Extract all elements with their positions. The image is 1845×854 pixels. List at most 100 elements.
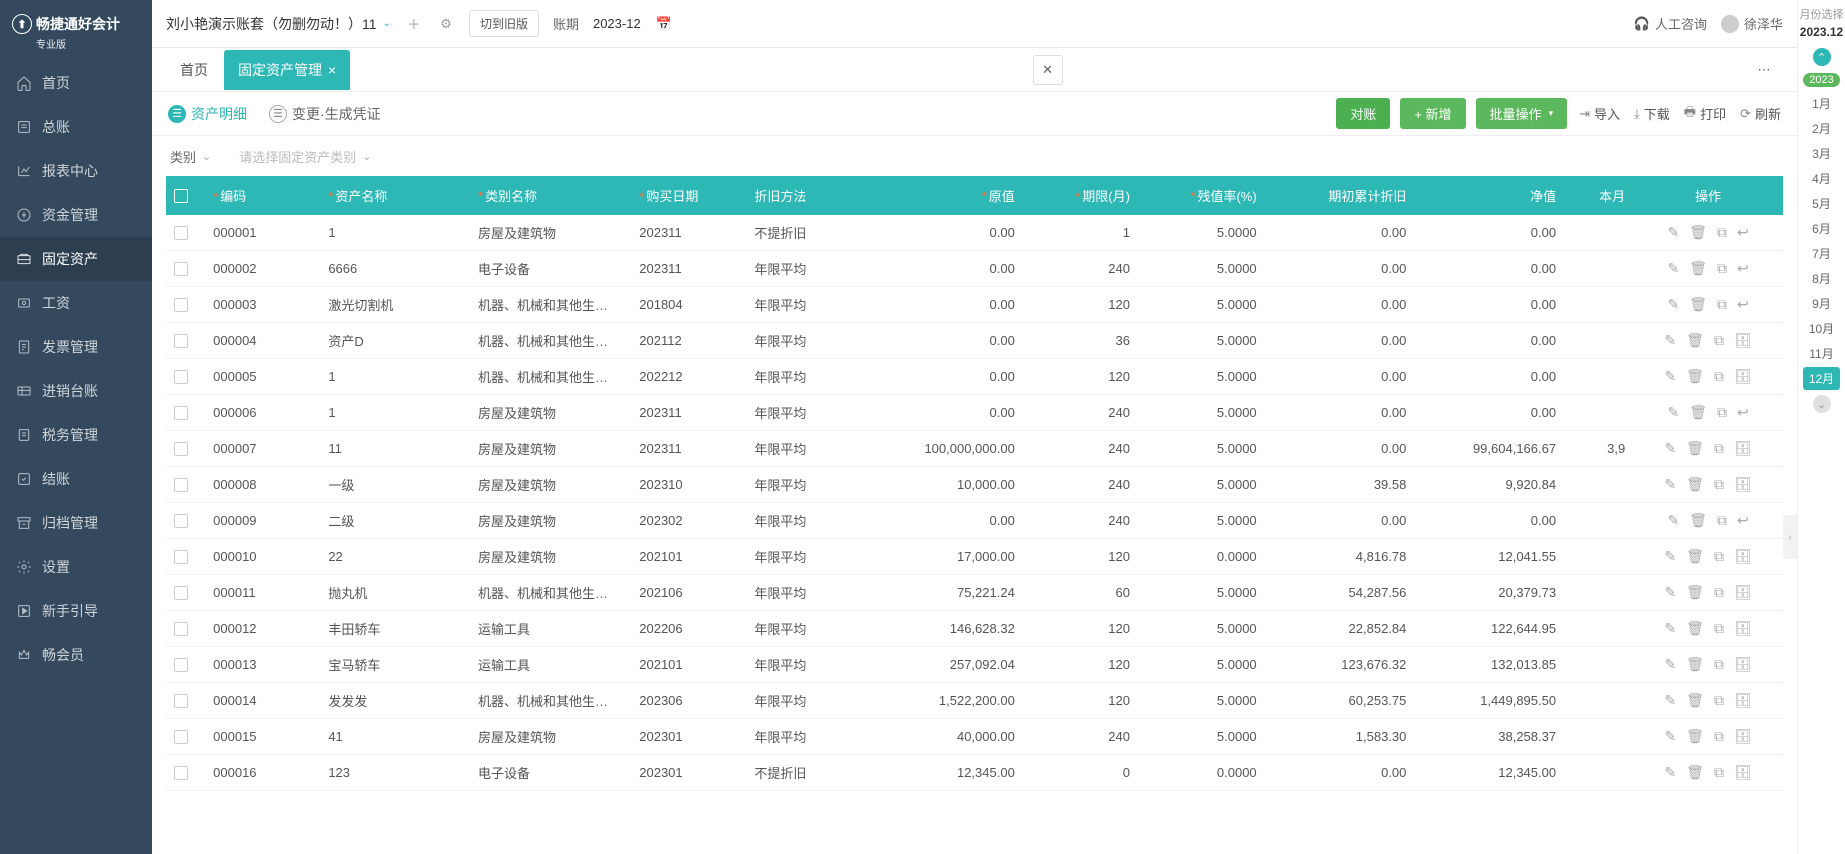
copy-icon[interactable]: ⧉ bbox=[1714, 620, 1724, 637]
delete-icon[interactable]: 🗑 bbox=[1689, 224, 1707, 241]
edit-icon[interactable]: ✎ bbox=[1664, 584, 1676, 601]
undo-icon[interactable]: ↩ bbox=[1737, 404, 1749, 421]
month-option[interactable]: 9月 bbox=[1798, 292, 1845, 315]
edit-icon[interactable]: ✎ bbox=[1664, 476, 1676, 493]
archive-icon[interactable]: 🗄 bbox=[1734, 764, 1752, 781]
edit-icon[interactable]: ✎ bbox=[1664, 548, 1676, 565]
edit-icon[interactable]: ✎ bbox=[1664, 692, 1676, 709]
sidebar-item-tax[interactable]: 税务管理 bbox=[0, 413, 152, 457]
delete-icon[interactable]: 🗑 bbox=[1686, 368, 1704, 385]
edit-icon[interactable]: ✎ bbox=[1667, 512, 1679, 529]
row-checkbox[interactable] bbox=[174, 226, 188, 240]
sidebar-item-report[interactable]: 报表中心 bbox=[0, 149, 152, 193]
collapse-month-panel-handle[interactable]: › bbox=[1783, 515, 1797, 559]
archive-icon[interactable]: 🗄 bbox=[1734, 620, 1752, 637]
batch-button[interactable]: 批量操作 bbox=[1476, 98, 1568, 129]
row-checkbox[interactable] bbox=[174, 766, 188, 780]
reconcile-button[interactable]: 对账 bbox=[1336, 98, 1390, 129]
refresh-button[interactable]: ⟳刷新 bbox=[1738, 100, 1783, 127]
delete-icon[interactable]: 🗑 bbox=[1686, 584, 1704, 601]
year-badge[interactable]: 2023 bbox=[1803, 73, 1839, 87]
row-checkbox[interactable] bbox=[174, 694, 188, 708]
month-option[interactable]: 10月 bbox=[1798, 317, 1845, 340]
edit-icon[interactable]: ✎ bbox=[1664, 332, 1676, 349]
undo-icon[interactable]: ↩ bbox=[1737, 512, 1749, 529]
copy-icon[interactable]: ⧉ bbox=[1714, 584, 1724, 601]
delete-icon[interactable]: 🗑 bbox=[1686, 620, 1704, 637]
copy-icon[interactable]: ⧉ bbox=[1714, 656, 1724, 673]
row-checkbox[interactable] bbox=[174, 514, 188, 528]
help-link[interactable]: 🎧人工咨询 bbox=[1634, 14, 1707, 33]
delete-icon[interactable]: 🗑 bbox=[1686, 728, 1704, 745]
month-option[interactable]: 1月 bbox=[1798, 92, 1845, 115]
edit-icon[interactable]: ✎ bbox=[1667, 260, 1679, 277]
archive-icon[interactable]: 🗄 bbox=[1734, 656, 1752, 673]
add-button[interactable]: + 新增 bbox=[1400, 98, 1465, 129]
table-row[interactable]: 000009二级房屋及建筑物202302年限平均0.002405.00000.0… bbox=[166, 503, 1783, 539]
edit-icon[interactable]: ✎ bbox=[1664, 656, 1676, 673]
month-option[interactable]: 6月 bbox=[1798, 217, 1845, 240]
switch-old-button[interactable]: 切到旧版 bbox=[469, 10, 539, 37]
tab-overflow-button[interactable]: ⋯ bbox=[1749, 55, 1779, 85]
delete-icon[interactable]: 🗑 bbox=[1689, 512, 1707, 529]
delete-icon[interactable]: 🗑 bbox=[1689, 260, 1707, 277]
copy-icon[interactable]: ⧉ bbox=[1714, 548, 1724, 565]
edit-icon[interactable]: ✎ bbox=[1664, 440, 1676, 457]
sidebar-item-fund[interactable]: 资金管理 bbox=[0, 193, 152, 237]
archive-icon[interactable]: 🗄 bbox=[1734, 440, 1752, 457]
print-button[interactable]: 🖶打印 bbox=[1682, 99, 1728, 129]
copy-icon[interactable]: ⧉ bbox=[1717, 224, 1727, 241]
sidebar-item-archive[interactable]: 归档管理 bbox=[0, 501, 152, 545]
edit-icon[interactable]: ✎ bbox=[1664, 368, 1676, 385]
sidebar-item-vip[interactable]: 畅会员 bbox=[0, 633, 152, 677]
row-checkbox[interactable] bbox=[174, 478, 188, 492]
table-row[interactable]: 0000051机器、机械和其他生…202212年限平均0.001205.0000… bbox=[166, 359, 1783, 395]
row-checkbox[interactable] bbox=[174, 586, 188, 600]
user-menu[interactable]: 徐泽华 bbox=[1721, 14, 1783, 33]
sidebar-item-close[interactable]: 结账 bbox=[0, 457, 152, 501]
undo-icon[interactable]: ↩ bbox=[1737, 260, 1749, 277]
archive-icon[interactable]: 🗄 bbox=[1734, 584, 1752, 601]
month-option[interactable]: 12月 bbox=[1803, 367, 1840, 390]
delete-icon[interactable]: 🗑 bbox=[1686, 548, 1704, 565]
subtab[interactable]: ☰资产明细 bbox=[166, 100, 249, 128]
table-row[interactable]: 000003激光切割机机器、机械和其他生…201804年限平均0.001205.… bbox=[166, 287, 1783, 323]
copy-icon[interactable]: ⧉ bbox=[1717, 404, 1727, 421]
archive-icon[interactable]: 🗄 bbox=[1734, 692, 1752, 709]
table-row[interactable]: 0000026666电子设备202311年限平均0.002405.00000.0… bbox=[166, 251, 1783, 287]
copy-icon[interactable]: ⧉ bbox=[1717, 512, 1727, 529]
table-row[interactable]: 000008一级房屋及建筑物202310年限平均10,000.002405.00… bbox=[166, 467, 1783, 503]
table-row[interactable]: 0000061房屋及建筑物202311年限平均0.002405.00000.00… bbox=[166, 395, 1783, 431]
copy-icon[interactable]: ⧉ bbox=[1714, 764, 1724, 781]
edit-icon[interactable]: ✎ bbox=[1664, 764, 1676, 781]
copy-icon[interactable]: ⧉ bbox=[1714, 728, 1724, 745]
sidebar-item-inout[interactable]: 进销台账 bbox=[0, 369, 152, 413]
archive-icon[interactable]: 🗄 bbox=[1734, 368, 1752, 385]
table-row[interactable]: 000014发发发机器、机械和其他生…202306年限平均1,522,200.0… bbox=[166, 683, 1783, 719]
undo-icon[interactable]: ↩ bbox=[1737, 296, 1749, 313]
edit-icon[interactable]: ✎ bbox=[1664, 620, 1676, 637]
row-checkbox[interactable] bbox=[174, 658, 188, 672]
filter-category-select[interactable]: 请选择固定资产类别 bbox=[225, 145, 405, 168]
copy-icon[interactable]: ⧉ bbox=[1717, 260, 1727, 277]
table-row[interactable]: 00001022房屋及建筑物202101年限平均17,000.001200.00… bbox=[166, 539, 1783, 575]
tab-close-icon[interactable]: × bbox=[328, 62, 336, 78]
month-option[interactable]: 8月 bbox=[1798, 267, 1845, 290]
table-row[interactable]: 00000711房屋及建筑物202311年限平均100,000,000.0024… bbox=[166, 431, 1783, 467]
sidebar-item-salary[interactable]: 工资 bbox=[0, 281, 152, 325]
sidebar-item-home[interactable]: 首页 bbox=[0, 61, 152, 105]
month-option[interactable]: 2月 bbox=[1798, 117, 1845, 140]
archive-icon[interactable]: 🗄 bbox=[1734, 476, 1752, 493]
delete-icon[interactable]: 🗑 bbox=[1686, 332, 1704, 349]
row-checkbox[interactable] bbox=[174, 370, 188, 384]
month-option[interactable]: 5月 bbox=[1798, 192, 1845, 215]
table-row[interactable]: 00001541房屋及建筑物202301年限平均40,000.002405.00… bbox=[166, 719, 1783, 755]
edit-icon[interactable]: ✎ bbox=[1667, 224, 1679, 241]
sidebar-item-guide[interactable]: 新手引导 bbox=[0, 589, 152, 633]
table-row[interactable]: 000016123电子设备202301不提折旧12,345.0000.00000… bbox=[166, 755, 1783, 791]
scroll-down-icon[interactable]: ⌄ bbox=[1813, 395, 1831, 413]
close-all-tabs-button[interactable]: ✕ bbox=[1033, 55, 1063, 85]
edit-icon[interactable]: ✎ bbox=[1667, 404, 1679, 421]
delete-icon[interactable]: 🗑 bbox=[1689, 404, 1707, 421]
download-button[interactable]: ⤓下载 bbox=[1632, 100, 1672, 127]
